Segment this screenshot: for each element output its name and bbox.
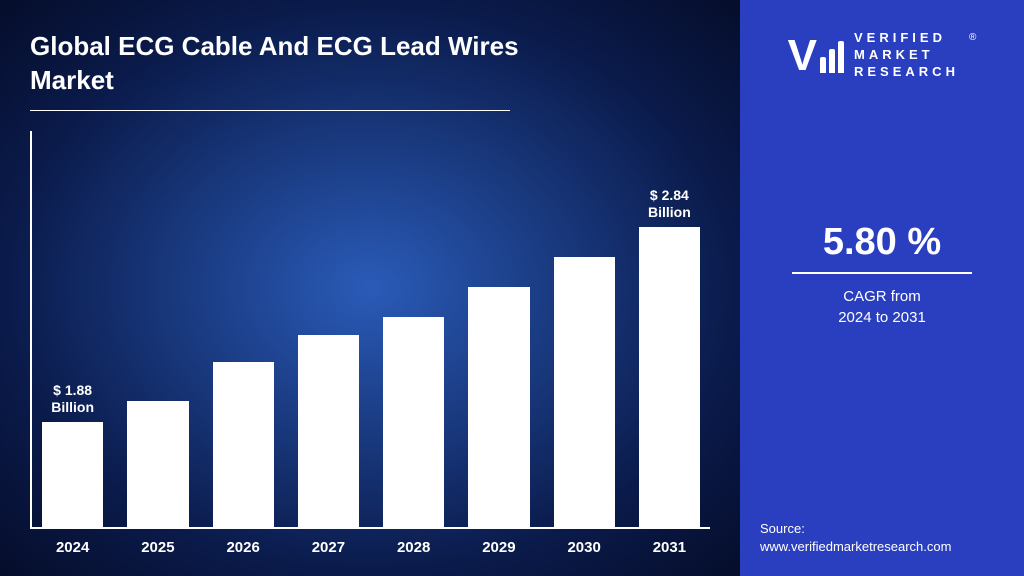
x-label: 2027 <box>298 539 359 556</box>
cagr-label: CAGR from 2024 to 2031 <box>838 286 926 328</box>
chart-title: Global ECG Cable And ECG Lead Wires Mark… <box>30 30 530 98</box>
logo: V VERIFIED MARKET RESEARCH ® <box>788 30 977 81</box>
bar <box>554 257 615 527</box>
logo-bars-icon <box>820 41 844 73</box>
bar-group <box>468 287 529 527</box>
logo-line: RESEARCH <box>854 64 959 79</box>
x-label: 2028 <box>383 539 444 556</box>
title-underline <box>30 110 510 111</box>
bar <box>213 362 274 527</box>
cagr-line: CAGR from <box>843 288 921 305</box>
logo-line: VERIFIED <box>854 30 946 45</box>
bar-group: $ 2.84 Billion <box>639 227 700 527</box>
x-axis-labels: 2024 2025 2026 2027 2028 2029 2030 2031 <box>30 529 710 556</box>
cagr-value: 5.80 % <box>823 221 941 264</box>
chart-area: $ 1.88 Billion <box>30 131 710 556</box>
bar-value-label: $ 2.84 Billion <box>648 187 691 221</box>
x-label: 2026 <box>213 539 274 556</box>
bar <box>298 335 359 527</box>
unit-text: Billion <box>648 204 691 220</box>
bar-group: $ 1.88 Billion <box>42 422 103 527</box>
cagr-underline <box>792 272 972 274</box>
bar-value-label: $ 1.88 Billion <box>51 382 94 416</box>
bar-group <box>298 335 359 527</box>
logo-mark: V <box>788 38 844 73</box>
x-label: 2030 <box>554 539 615 556</box>
bars-container: $ 1.88 Billion <box>30 131 710 529</box>
cagr-line: 2024 to 2031 <box>838 309 926 326</box>
bar-group <box>554 257 615 527</box>
registered-icon: ® <box>969 32 976 43</box>
value-text: $ 1.88 <box>53 382 92 398</box>
logo-v-icon: V <box>788 38 817 73</box>
x-label: 2031 <box>639 539 700 556</box>
source-citation: Source: www.verifiedmarketresearch.com <box>760 520 951 556</box>
bar <box>639 227 700 527</box>
bar-group <box>213 362 274 527</box>
source-label: Source: <box>760 521 805 536</box>
bar <box>468 287 529 527</box>
source-url: www.verifiedmarketresearch.com <box>760 539 951 554</box>
value-text: $ 2.84 <box>650 187 689 203</box>
bar <box>383 317 444 527</box>
x-label: 2025 <box>127 539 188 556</box>
x-label: 2029 <box>468 539 529 556</box>
bar-group <box>383 317 444 527</box>
logo-text: VERIFIED MARKET RESEARCH <box>854 30 959 81</box>
chart-panel: Global ECG Cable And ECG Lead Wires Mark… <box>0 0 740 576</box>
unit-text: Billion <box>51 399 94 415</box>
x-label: 2024 <box>42 539 103 556</box>
info-panel: V VERIFIED MARKET RESEARCH ® 5.80 % CAGR… <box>740 0 1024 576</box>
bar-group <box>127 401 188 527</box>
bar <box>42 422 103 527</box>
logo-line: MARKET <box>854 47 934 62</box>
bar <box>127 401 188 527</box>
